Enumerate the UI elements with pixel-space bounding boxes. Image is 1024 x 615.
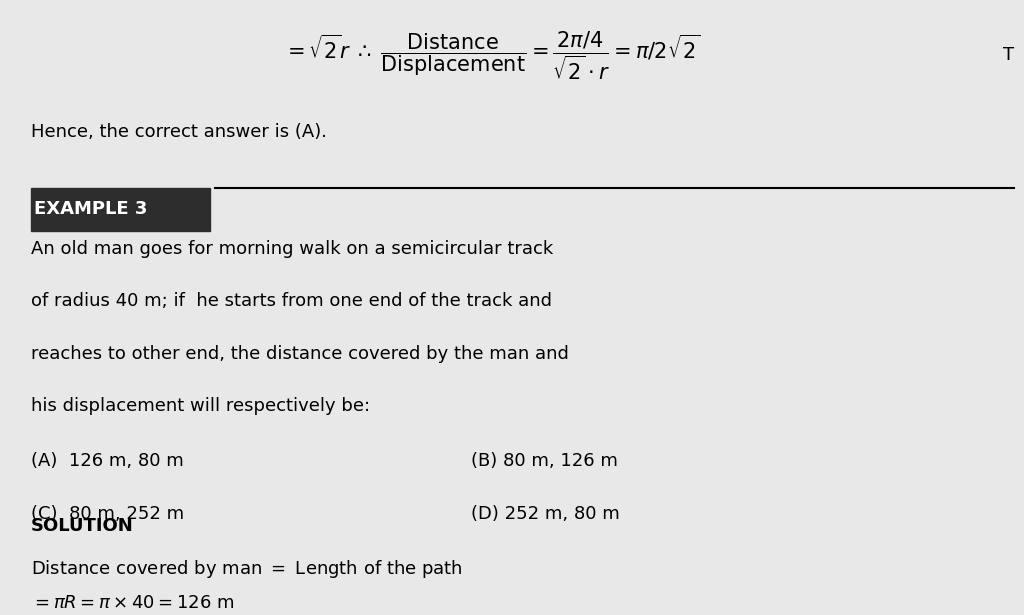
FancyBboxPatch shape [31, 188, 210, 231]
Text: of radius 40 m; if  he starts from one end of the track and: of radius 40 m; if he starts from one en… [31, 292, 552, 311]
Text: EXAMPLE 3: EXAMPLE 3 [34, 200, 147, 218]
Text: Hence, the correct answer is (A).: Hence, the correct answer is (A). [31, 123, 327, 141]
Text: SOLUTION: SOLUTION [31, 517, 133, 535]
Text: $= \sqrt{2}r \;\therefore\; \dfrac{\mathrm{Distance}}{\mathrm{Displacement}} = \: $= \sqrt{2}r \;\therefore\; \dfrac{\math… [283, 29, 700, 82]
Text: reaches to other end, the distance covered by the man and: reaches to other end, the distance cover… [31, 344, 568, 363]
Text: (C)  80 m, 252 m: (C) 80 m, 252 m [31, 504, 184, 523]
Text: T: T [1002, 46, 1014, 65]
Text: Distance covered by man $=$ Length of the path: Distance covered by man $=$ Length of th… [31, 558, 463, 580]
Text: his displacement will respectively be:: his displacement will respectively be: [31, 397, 370, 415]
Text: (A)  126 m, 80 m: (A) 126 m, 80 m [31, 452, 183, 470]
Text: (D) 252 m, 80 m: (D) 252 m, 80 m [471, 504, 620, 523]
Text: (B) 80 m, 126 m: (B) 80 m, 126 m [471, 452, 617, 470]
Text: $= \pi R = \pi \times 40 = 126$ m: $= \pi R = \pi \times 40 = 126$ m [31, 593, 234, 612]
Text: An old man goes for morning walk on a semicircular track: An old man goes for morning walk on a se… [31, 240, 553, 258]
